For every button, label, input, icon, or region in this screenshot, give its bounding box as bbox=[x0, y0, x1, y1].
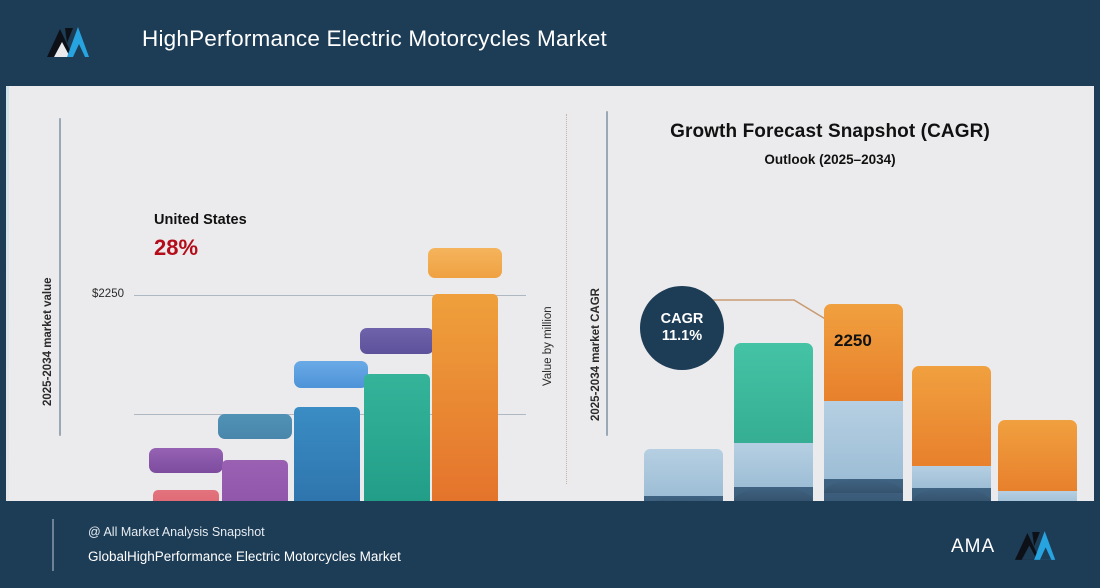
left-chart-panel: 2025-2034 market value Value by million … bbox=[6, 86, 566, 543]
value-callout-2250: 2250 bbox=[834, 331, 872, 350]
bar-2024 bbox=[432, 294, 498, 523]
cagr-bubble: CAGR 11.1% bbox=[640, 286, 724, 370]
ama-mountain-logo-icon bbox=[45, 25, 95, 59]
footer-line-1: @ All Market Analysis Snapshot bbox=[88, 525, 265, 539]
stack-2025-mid bbox=[644, 449, 723, 496]
footer-brand-text: AMA bbox=[951, 536, 996, 557]
bar-cap-2026 bbox=[294, 361, 368, 388]
stack-2027-top bbox=[998, 420, 1077, 491]
stack-2033-mid bbox=[824, 401, 903, 479]
page-title: HighPerformance Electric Motorcycles Mar… bbox=[142, 26, 607, 51]
stack-2031-top bbox=[734, 343, 813, 443]
left-y-axis-title: 2025-2034 market value bbox=[42, 277, 54, 406]
footer-bar bbox=[0, 501, 1100, 588]
bar-cap-ellipsis bbox=[218, 414, 292, 439]
right-chart-title: Growth Forecast Snapshot (CAGR) bbox=[670, 121, 990, 142]
bar-cap-2033 bbox=[149, 448, 223, 473]
right-y-axis-title: 2025-2034 market CAGR bbox=[590, 288, 602, 421]
footer-divider bbox=[52, 519, 54, 571]
gridline-2250 bbox=[134, 295, 526, 296]
left-value-axis-caption: Value by million bbox=[542, 306, 554, 386]
right-y-axis-line bbox=[606, 111, 608, 436]
right-chart-panel: Growth Forecast Snapshot (CAGR) Outlook … bbox=[566, 86, 1094, 543]
bar-2025 bbox=[364, 374, 430, 523]
content-card: 2025-2034 market value Value by million … bbox=[6, 86, 1094, 543]
stack-2029-mid bbox=[912, 466, 991, 488]
bar-cap-2024 bbox=[428, 248, 502, 278]
ama-mountain-logo-icon-footer bbox=[1013, 529, 1061, 562]
cagr-bubble-label: CAGR bbox=[660, 310, 704, 327]
stack-2033-top bbox=[824, 304, 903, 401]
footer-line-2: GlobalHighPerformance Electric Motorcycl… bbox=[88, 549, 401, 564]
panel-divider bbox=[566, 114, 567, 484]
region-percent: 28% bbox=[154, 235, 199, 260]
right-chart-subtitle: Outlook (2025–2034) bbox=[764, 152, 896, 167]
stack-2031-mid bbox=[734, 443, 813, 487]
header-bar: HighPerformance Electric Motorcycles Mar… bbox=[0, 0, 1100, 84]
bar-cap-2025 bbox=[360, 328, 434, 354]
left-y-axis-line bbox=[59, 118, 61, 436]
stack-2029-top bbox=[912, 366, 991, 466]
cagr-bubble-value: 11.1% bbox=[661, 328, 703, 344]
tick-label-2250: $2250 bbox=[92, 288, 124, 300]
region-label: United States bbox=[154, 212, 247, 228]
